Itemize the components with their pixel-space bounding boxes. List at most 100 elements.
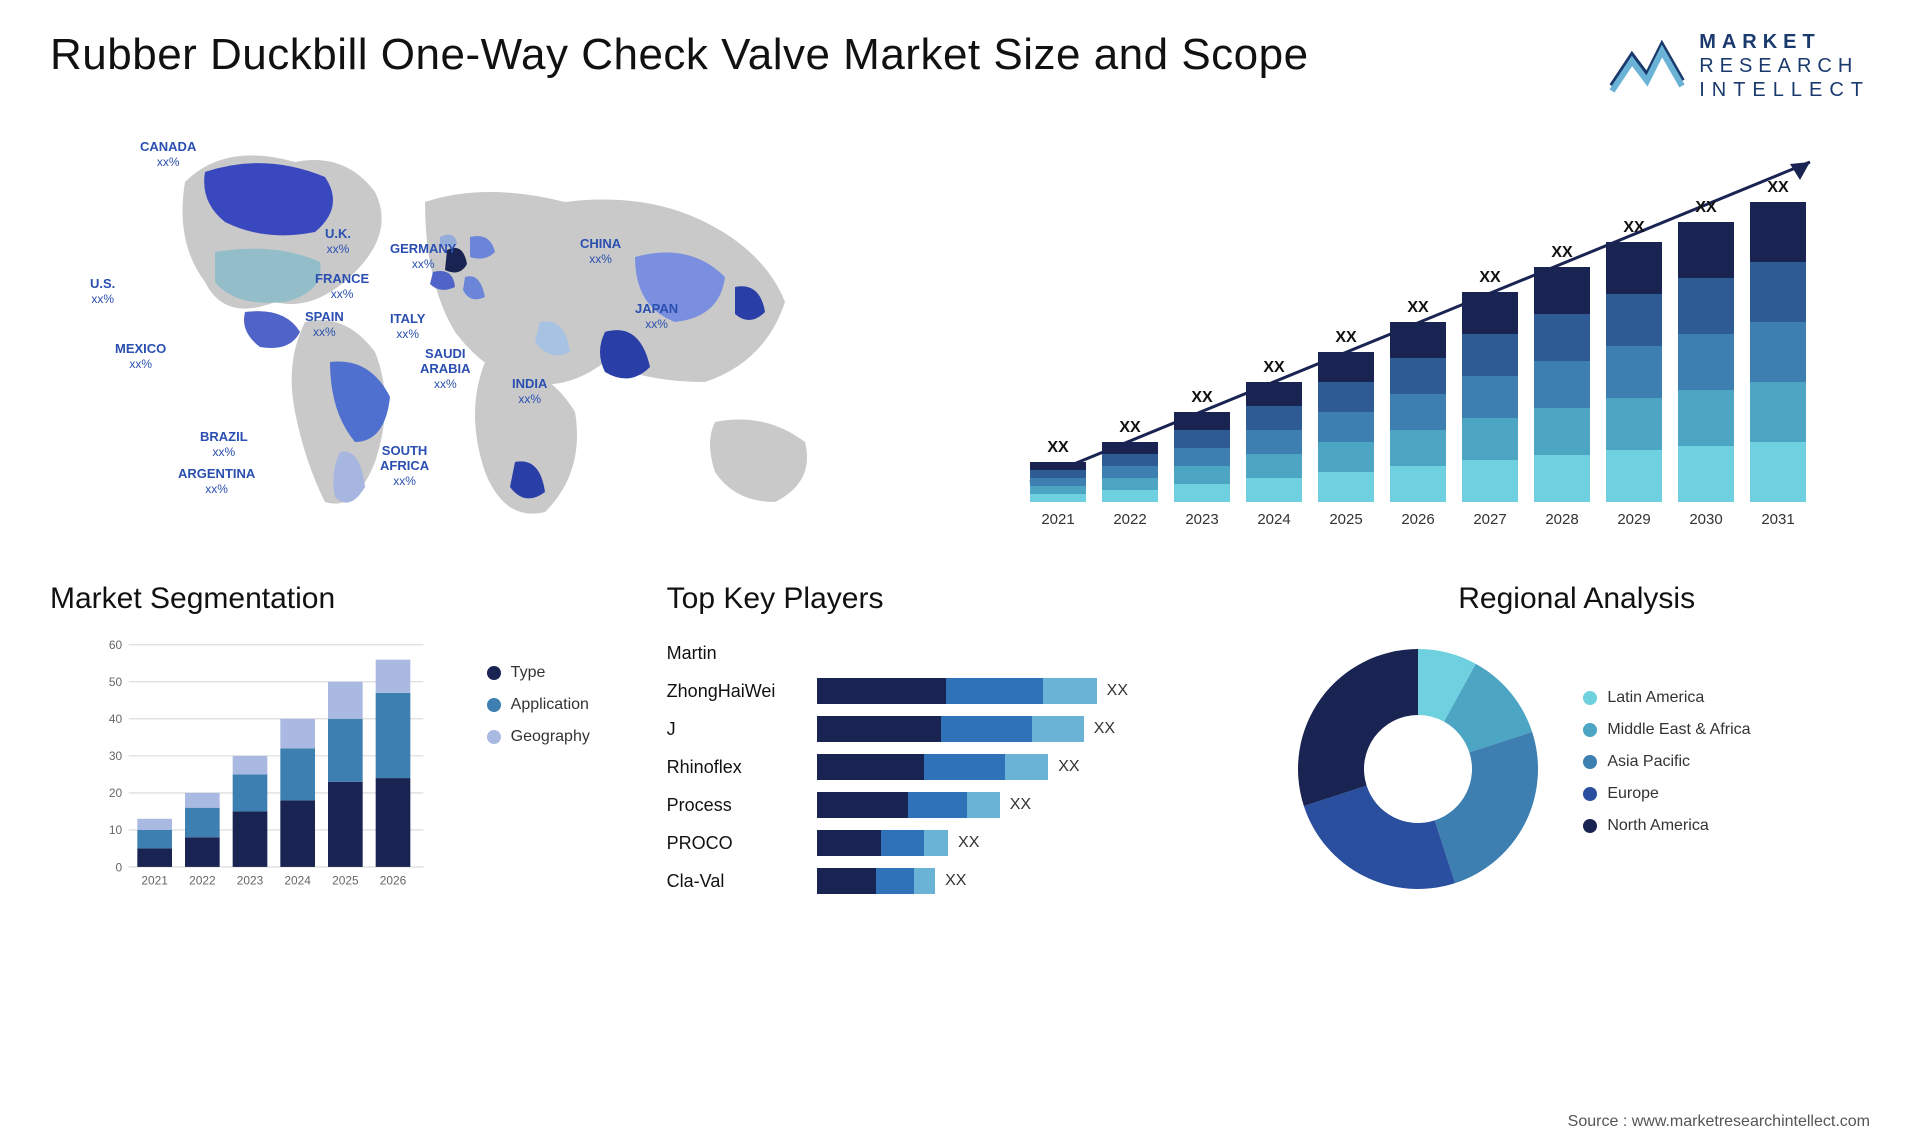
players-panel: Top Key Players MartinZhongHaiWeiJRhinof… bbox=[667, 582, 1254, 904]
svg-text:50: 50 bbox=[109, 675, 123, 689]
svg-text:2026: 2026 bbox=[380, 873, 407, 887]
svg-text:40: 40 bbox=[109, 712, 123, 726]
legend-item: Geography bbox=[487, 728, 637, 746]
player-name: Martin bbox=[667, 634, 797, 672]
player-name: PROCO bbox=[667, 824, 797, 862]
svg-text:XX: XX bbox=[1623, 219, 1645, 236]
map-label: CANADAxx% bbox=[140, 140, 196, 170]
legend-item: Europe bbox=[1583, 785, 1750, 803]
svg-text:2021: 2021 bbox=[1041, 511, 1074, 528]
svg-text:XX: XX bbox=[1551, 244, 1573, 261]
player-bar-row: XX bbox=[817, 862, 1254, 900]
svg-text:2023: 2023 bbox=[1185, 511, 1218, 528]
page-title: Rubber Duckbill One-Way Check Valve Mark… bbox=[50, 30, 1309, 80]
map-label: GERMANYxx% bbox=[390, 242, 456, 272]
svg-text:2024: 2024 bbox=[284, 873, 311, 887]
player-name: ZhongHaiWei bbox=[667, 672, 797, 710]
legend-item: Latin America bbox=[1583, 689, 1750, 707]
svg-text:2025: 2025 bbox=[1329, 511, 1362, 528]
player-value: XX bbox=[1010, 796, 1031, 814]
svg-text:XX: XX bbox=[1407, 299, 1429, 316]
svg-text:0: 0 bbox=[116, 860, 123, 874]
map-label: SPAINxx% bbox=[305, 310, 344, 340]
map-label: INDIAxx% bbox=[512, 377, 547, 407]
regional-legend: Latin America Middle East & Africa Asia Pa… bbox=[1583, 689, 1750, 849]
segmentation-panel: Market Segmentation 0 10 20 30 40 50 60 2021 202… bbox=[50, 582, 637, 904]
svg-text:2026: 2026 bbox=[1401, 511, 1434, 528]
bottom-row: Market Segmentation 0 10 20 30 40 50 60 2021 202… bbox=[50, 582, 1870, 904]
player-name: J bbox=[667, 710, 797, 748]
legend-item: North America bbox=[1583, 817, 1750, 835]
segmentation-title: Market Segmentation bbox=[50, 582, 637, 616]
map-label: SAUDIARABIAxx% bbox=[420, 347, 471, 392]
svg-text:XX: XX bbox=[1695, 199, 1717, 216]
map-label: JAPANxx% bbox=[635, 302, 678, 332]
svg-text:2028: 2028 bbox=[1545, 511, 1578, 528]
svg-text:XX: XX bbox=[1767, 179, 1789, 196]
map-label: BRAZILxx% bbox=[200, 430, 248, 460]
segmentation-chart-svg: 0 10 20 30 40 50 60 2021 2022 2023 2024 2025 2026 bbox=[50, 634, 472, 894]
header: Rubber Duckbill One-Way Check Valve Mark… bbox=[50, 30, 1870, 102]
players-title: Top Key Players bbox=[667, 582, 1254, 616]
svg-text:10: 10 bbox=[109, 823, 123, 837]
source-text: Source : www.marketresearchintellect.com bbox=[1568, 1113, 1870, 1131]
player-value: XX bbox=[958, 834, 979, 852]
map-label: ITALYxx% bbox=[390, 312, 425, 342]
map-label: ARGENTINAxx% bbox=[178, 467, 255, 497]
player-name: Rhinoflex bbox=[667, 748, 797, 786]
top-row: CANADAxx% U.S.xx% MEXICOxx% BRAZILxx% ARGENT… bbox=[50, 122, 1870, 542]
map-label: U.S.xx% bbox=[90, 277, 115, 307]
svg-text:XX: XX bbox=[1263, 359, 1285, 376]
svg-text:2021: 2021 bbox=[141, 873, 168, 887]
svg-text:XX: XX bbox=[1119, 419, 1141, 436]
svg-text:2029: 2029 bbox=[1617, 511, 1650, 528]
player-bar-row: XX bbox=[817, 672, 1254, 710]
svg-text:2025: 2025 bbox=[332, 873, 359, 887]
player-value: XX bbox=[1058, 758, 1079, 776]
growth-chart: XX 2021 XX 2022 XX 2023 XX 2024 XX 2025 XX 2026 XX 20… bbox=[980, 122, 1870, 542]
svg-text:2023: 2023 bbox=[237, 873, 264, 887]
legend-item: Application bbox=[487, 696, 637, 714]
svg-text:2024: 2024 bbox=[1257, 511, 1290, 528]
logo-text-3: INTELLECT bbox=[1699, 78, 1870, 102]
player-names: MartinZhongHaiWeiJRhinoflexProcessPROCOC… bbox=[667, 634, 797, 900]
player-bar-row: XX bbox=[817, 824, 1254, 862]
logo-text-2: RESEARCH bbox=[1699, 54, 1870, 78]
svg-text:20: 20 bbox=[109, 786, 123, 800]
logo-text-1: MARKET bbox=[1699, 30, 1870, 54]
svg-text:2031: 2031 bbox=[1761, 511, 1794, 528]
regional-panel: Regional Analysis Latin America Middle Ea… bbox=[1283, 582, 1870, 904]
svg-text:XX: XX bbox=[1191, 389, 1213, 406]
player-value: XX bbox=[1107, 682, 1128, 700]
player-name: Process bbox=[667, 786, 797, 824]
svg-text:XX: XX bbox=[1047, 439, 1069, 456]
svg-text:60: 60 bbox=[109, 638, 123, 652]
legend-item: Middle East & Africa bbox=[1583, 721, 1750, 739]
map-label: SOUTHAFRICAxx% bbox=[380, 444, 429, 489]
svg-text:2027: 2027 bbox=[1473, 511, 1506, 528]
svg-text:XX: XX bbox=[1479, 269, 1501, 286]
map-label: U.K.xx% bbox=[325, 227, 351, 257]
player-bars: XX XX XX XX XX XX bbox=[817, 634, 1254, 900]
legend-item: Type bbox=[487, 664, 637, 682]
player-bar-row: XX bbox=[817, 748, 1254, 786]
svg-text:2022: 2022 bbox=[1113, 511, 1146, 528]
svg-text:2030: 2030 bbox=[1689, 511, 1722, 528]
brand-logo: MARKET RESEARCH INTELLECT bbox=[1607, 30, 1870, 102]
player-bar-row: XX bbox=[817, 786, 1254, 824]
map-label: FRANCExx% bbox=[315, 272, 369, 302]
growth-chart-svg: XX 2021 XX 2022 XX 2023 XX 2024 XX 2025 XX 2026 XX 20… bbox=[980, 122, 1870, 542]
svg-text:30: 30 bbox=[109, 749, 123, 763]
world-map: CANADAxx% U.S.xx% MEXICOxx% BRAZILxx% ARGENT… bbox=[50, 122, 940, 542]
player-value: XX bbox=[945, 872, 966, 890]
map-label: CHINAxx% bbox=[580, 237, 621, 267]
svg-text:2022: 2022 bbox=[189, 873, 216, 887]
legend-item: Asia Pacific bbox=[1583, 753, 1750, 771]
regional-title: Regional Analysis bbox=[1283, 582, 1870, 616]
player-bar-row: XX bbox=[817, 710, 1254, 748]
map-label: MEXICOxx% bbox=[115, 342, 166, 372]
player-value: XX bbox=[1094, 720, 1115, 738]
player-name: Cla-Val bbox=[667, 862, 797, 900]
logo-icon bbox=[1607, 31, 1687, 101]
svg-text:XX: XX bbox=[1335, 329, 1357, 346]
